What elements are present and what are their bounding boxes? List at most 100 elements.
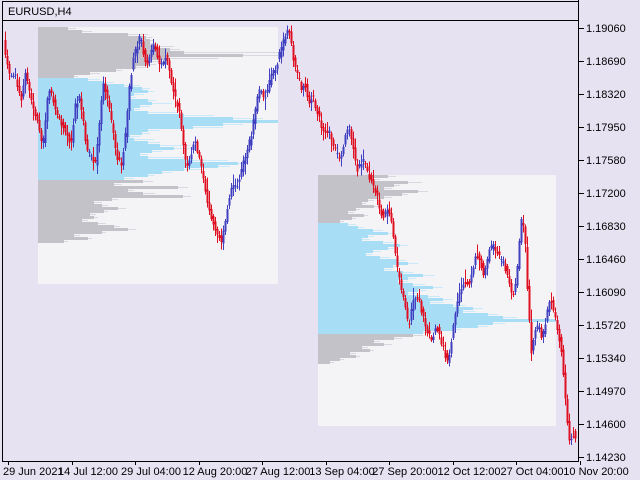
candle-body	[158, 55, 161, 65]
candle-body	[16, 79, 19, 88]
price-axis-label: 1.18320	[586, 89, 626, 101]
profile-bar-extension	[112, 199, 118, 200]
profile-bar	[38, 219, 82, 222]
profile-bar	[318, 352, 350, 355]
profile-bar-extension	[114, 184, 122, 185]
profile-bar-extension	[154, 46, 174, 47]
profile-bar	[318, 244, 400, 247]
profile-bar	[38, 120, 278, 123]
candle-body	[62, 121, 65, 128]
profile-bar-extension	[136, 67, 146, 68]
candle-body	[178, 102, 181, 112]
candle-body	[82, 111, 85, 122]
profile-bar-extension	[128, 190, 134, 191]
candle-body	[78, 95, 81, 102]
profile-bar	[38, 108, 134, 111]
candle-body	[172, 82, 175, 92]
candle-body	[94, 159, 97, 162]
profile-bar-extension	[82, 220, 88, 221]
profile-bar-extension	[362, 203, 366, 204]
profile-bar	[318, 205, 374, 208]
profile-bar-extension	[114, 226, 120, 227]
profile-bar	[38, 39, 150, 42]
candle-body	[14, 74, 17, 76]
profile-bar	[318, 196, 384, 199]
candle-body	[132, 57, 135, 70]
candle-body	[230, 187, 233, 197]
candle-body	[194, 141, 197, 143]
price-axis-label: 1.17200	[586, 188, 626, 200]
candle-body	[450, 341, 453, 354]
profile-bar	[318, 343, 384, 346]
profile-bar	[38, 225, 114, 228]
candle-body	[32, 101, 35, 109]
price-axis-label: 1.15340	[586, 353, 626, 365]
candle-body	[536, 325, 539, 330]
candle-body	[374, 188, 377, 193]
candle-body	[166, 54, 169, 61]
profile-bar-extension	[388, 233, 396, 234]
profile-bar-extension	[148, 142, 160, 143]
profile-bar-extension	[90, 73, 100, 74]
candle-body	[412, 299, 415, 312]
profile-bar-extension	[418, 290, 426, 291]
candle-body	[556, 320, 559, 331]
profile-bar-extension	[150, 61, 166, 62]
candle-body	[448, 355, 451, 364]
candle-body	[342, 147, 345, 154]
candle-body	[92, 156, 95, 163]
profile-bar	[318, 226, 358, 229]
candle-body	[104, 83, 107, 93]
candle-body	[140, 39, 143, 41]
candle-body	[86, 139, 89, 151]
profile-bar-extension	[478, 326, 488, 327]
candle-body	[496, 251, 499, 254]
candle-body	[370, 175, 373, 181]
time-axis-label: 14 Jul 12:00	[58, 466, 118, 478]
candle-body	[276, 64, 279, 70]
candle-body	[24, 72, 27, 86]
profile-bar-extension	[148, 130, 160, 131]
profile-bar-extension	[233, 118, 263, 119]
candle-body	[188, 160, 191, 166]
candle-body	[128, 86, 131, 112]
profile-bar	[318, 193, 402, 196]
profile-bar-extension	[94, 217, 98, 218]
candle-body	[154, 45, 157, 50]
candle-body	[96, 144, 99, 166]
candle-body	[384, 212, 387, 214]
profile-bar	[38, 234, 74, 237]
profile-bar-extension	[124, 178, 134, 179]
profile-bar-extension	[104, 211, 108, 212]
time-axis-label: 13 Sep 04:00	[309, 466, 374, 478]
price-axis-label: 1.19060	[586, 23, 626, 35]
profile-bar	[318, 256, 380, 259]
profile-bar-extension	[388, 176, 396, 177]
candle-body	[410, 309, 413, 321]
candle-body	[346, 129, 349, 135]
profile-bar-extension	[418, 191, 428, 192]
candle-body	[118, 157, 121, 160]
candle-body	[50, 89, 53, 93]
profile-bar	[38, 123, 223, 126]
price-axis[interactable]: 1.19060 1.18690 1.18320 1.17950 1.17580 1.172…	[578, 23, 626, 464]
candle-body	[218, 234, 221, 239]
candle-body	[510, 283, 513, 293]
candle-body	[420, 301, 423, 313]
profile-bar-extension	[102, 232, 106, 233]
candle-body	[426, 326, 429, 333]
profile-bar	[38, 183, 114, 186]
time-axis-label: 27 Sep 20:00	[372, 466, 437, 478]
candle-body	[192, 144, 195, 150]
profile-bar-extension	[488, 314, 498, 315]
profile-bar	[318, 346, 362, 349]
candle-body	[424, 318, 427, 327]
candle-body	[508, 275, 511, 284]
candle-body	[200, 158, 203, 167]
profile-bar	[38, 231, 102, 234]
profile-bar-extension	[374, 179, 380, 180]
candle-body	[80, 98, 83, 111]
candle-body	[222, 230, 225, 244]
